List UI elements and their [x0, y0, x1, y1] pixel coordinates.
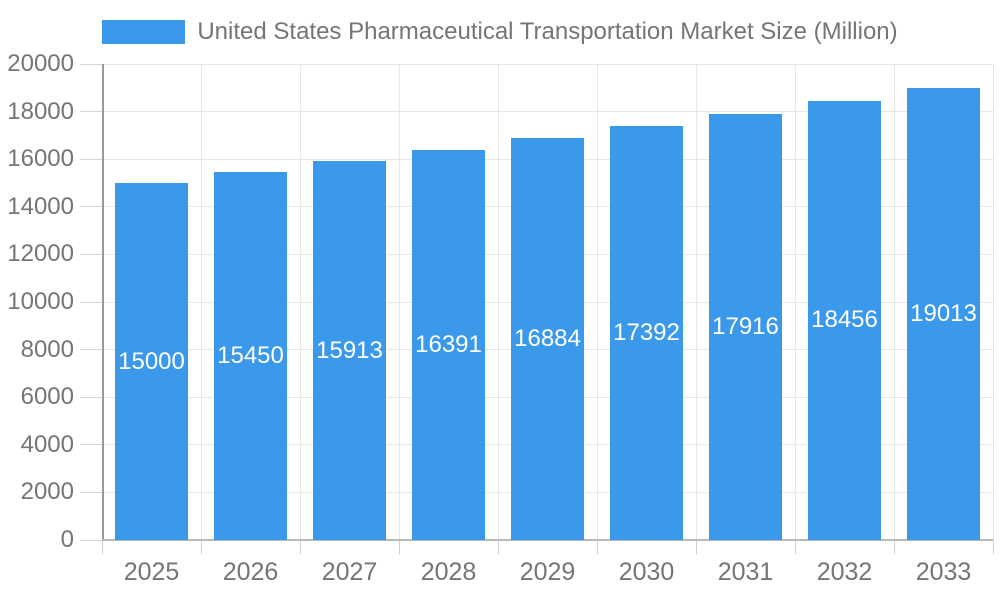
bar[interactable]: 17916 [709, 113, 782, 540]
gridline-horizontal [102, 63, 993, 65]
y-axis-tick [80, 444, 102, 446]
y-axis-tick-label: 8000 [20, 335, 74, 363]
x-axis-tick-label: 2030 [618, 558, 675, 586]
gridline-vertical [497, 64, 499, 540]
y-axis-tick [80, 253, 102, 255]
x-axis-tick [200, 540, 202, 554]
x-axis-tick [794, 540, 796, 554]
y-axis-tick [80, 158, 102, 160]
y-axis-tick [80, 539, 102, 541]
x-axis-tick [596, 540, 598, 554]
gridline-vertical [794, 64, 796, 540]
y-axis-line [102, 64, 104, 540]
legend-label: United States Pharmaceutical Transportat… [197, 18, 898, 45]
gridline-vertical [200, 64, 202, 540]
gridline-vertical [893, 64, 895, 540]
x-axis-tick-label: 2032 [816, 558, 873, 586]
y-axis-tick-label: 20000 [7, 50, 74, 77]
bar[interactable]: 16391 [412, 149, 485, 540]
y-axis-tick-label: 0 [60, 526, 74, 553]
bar[interactable]: 16884 [511, 138, 584, 540]
y-axis-tick [80, 301, 102, 303]
y-axis-tick-label: 10000 [7, 288, 74, 315]
x-axis-tick-label: 2033 [915, 558, 972, 586]
y-axis-tick-label: 2000 [20, 478, 74, 506]
gridline-vertical [596, 64, 598, 540]
gridline-vertical [695, 64, 697, 540]
x-axis-tick [299, 540, 301, 554]
y-axis-tick-label: 16000 [7, 145, 74, 173]
y-axis-tick [80, 206, 102, 208]
bar-value-label: 18456 [811, 306, 878, 334]
x-axis-tick-label: 2026 [222, 558, 279, 586]
x-axis-tick-label: 2029 [519, 558, 576, 586]
bar-value-label: 16391 [415, 330, 482, 358]
y-axis-tick-label: 12000 [7, 240, 74, 268]
x-axis-tick-label: 2027 [321, 558, 378, 586]
bar[interactable]: 18456 [808, 100, 881, 540]
bar-value-label: 19013 [910, 299, 977, 327]
gridline-vertical [992, 64, 994, 540]
y-axis-tick-label: 18000 [7, 97, 74, 125]
gridline-horizontal [102, 111, 993, 113]
x-axis-tick-label: 2025 [123, 558, 180, 586]
bar[interactable]: 17392 [610, 126, 683, 540]
legend: United States Pharmaceutical Transportat… [0, 18, 1000, 46]
bar-value-label: 17916 [712, 312, 779, 340]
bar[interactable]: 19013 [907, 87, 980, 540]
bar-value-label: 15000 [118, 347, 185, 375]
gridline-vertical [299, 64, 301, 540]
bar[interactable]: 15000 [115, 183, 188, 540]
bar-value-label: 17392 [613, 319, 680, 347]
x-axis-tick [398, 540, 400, 554]
y-axis-tick [80, 111, 102, 113]
x-axis-tick [695, 540, 697, 554]
x-axis-tick-label: 2031 [717, 558, 774, 586]
bar[interactable]: 15913 [313, 161, 386, 540]
y-axis-tick [80, 63, 102, 65]
x-axis-tick [101, 540, 103, 554]
y-axis-tick [80, 349, 102, 351]
x-axis-line [102, 539, 993, 541]
bar-value-label: 15450 [217, 342, 284, 370]
y-axis-tick-label: 14000 [7, 192, 74, 220]
x-axis-tick-label: 2028 [420, 558, 477, 586]
legend-item[interactable]: United States Pharmaceutical Transportat… [102, 18, 898, 46]
plot-area: 15000 15450 15913 16391 16884 17392 17916 18456… [80, 63, 994, 554]
y-axis-tick-label: 6000 [20, 383, 74, 411]
gridline-vertical [398, 64, 400, 540]
y-axis-tick-label: 4000 [20, 430, 74, 458]
bar-value-label: 16884 [514, 325, 581, 353]
y-axis-tick [80, 491, 102, 493]
bar[interactable]: 15450 [214, 172, 287, 540]
legend-swatch-icon [102, 20, 186, 44]
x-axis-tick [497, 540, 499, 554]
x-axis-tick [893, 540, 895, 554]
y-axis-tick [80, 396, 102, 398]
bar-value-label: 15913 [316, 336, 383, 364]
x-axis-tick [992, 540, 994, 554]
